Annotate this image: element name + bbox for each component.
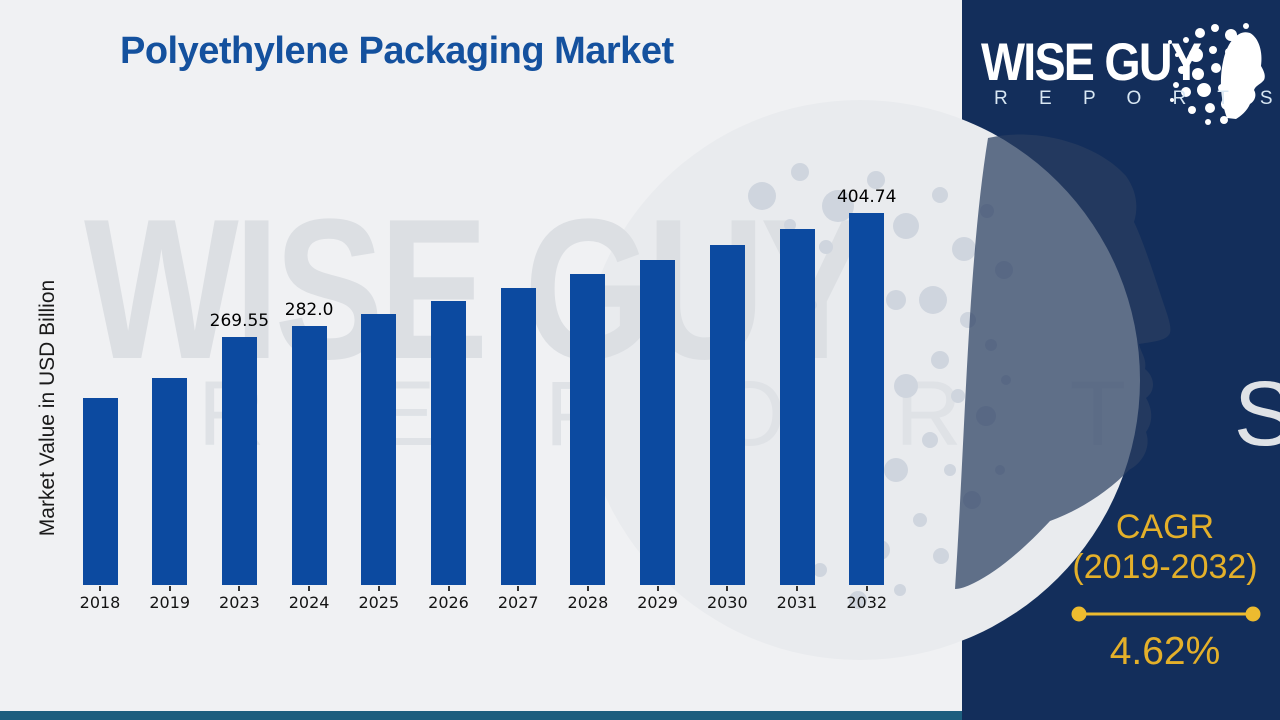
bar-2028 [570,274,606,585]
page-title: Polyethylene Packaging Market [120,30,674,72]
x-tick-label-2032: 2032 [846,593,888,612]
bar-2031 [779,229,815,585]
bar-value-label-2023: 269.55 [209,311,270,331]
x-axis-tick-2025 [377,586,380,591]
cagr-value: 4.62% [1109,630,1221,673]
x-tick-label-2026: 2026 [428,593,469,612]
bar-2029 [640,260,676,585]
bar-value-label-2032: 404.74 [836,187,897,207]
bar-2032 [849,213,885,585]
x-axis-tick-2029 [656,586,659,591]
bar-2024 [291,326,327,585]
x-tick-label-2031: 2031 [776,593,818,612]
bar-2019 [152,378,188,585]
logo-wordmark: WISE GUY [981,33,1202,92]
logo-reports-text: R E P O R T S [994,88,1280,109]
x-tick-label-2028: 2028 [567,593,609,612]
x-tick-label-2027: 2027 [497,593,539,612]
x-tick-label-2030: 2030 [706,593,748,612]
x-axis-tick-2023 [238,586,241,591]
bar-2027 [500,288,536,585]
x-tick-label-2018: 2018 [79,593,121,612]
y-axis-label: Market Value in USD Billion [36,279,59,537]
bar-2030 [709,245,745,585]
cagr-heading: CAGR [1115,508,1215,546]
x-axis-tick-2028 [586,586,589,591]
x-axis-tick-2026 [447,586,450,591]
x-axis-tick-2032 [865,586,868,591]
x-axis-tick-2024 [308,586,311,591]
cagr-range: (2019-2032) [1072,548,1258,586]
bar-2023 [221,337,257,585]
x-axis-tick-2027 [517,586,520,591]
x-tick-label-2029: 2029 [637,593,678,612]
x-axis-tick-2031 [796,586,798,591]
x-tick-label-2024: 2024 [288,593,330,612]
x-tick-label-2023: 2023 [219,593,260,612]
bar-2025 [361,314,397,585]
x-tick-label-2025: 2025 [358,593,400,612]
x-axis-tick-2019 [168,586,171,591]
bar-2018 [82,398,118,585]
x-tick-label-2019: 2019 [149,593,191,612]
bar-value-label-2024: 282.0 [284,300,334,320]
footer-accent-bar [0,711,962,720]
x-axis-tick-2030 [726,586,729,591]
x-axis-tick-2018 [99,586,101,591]
bar-2026 [431,301,466,585]
